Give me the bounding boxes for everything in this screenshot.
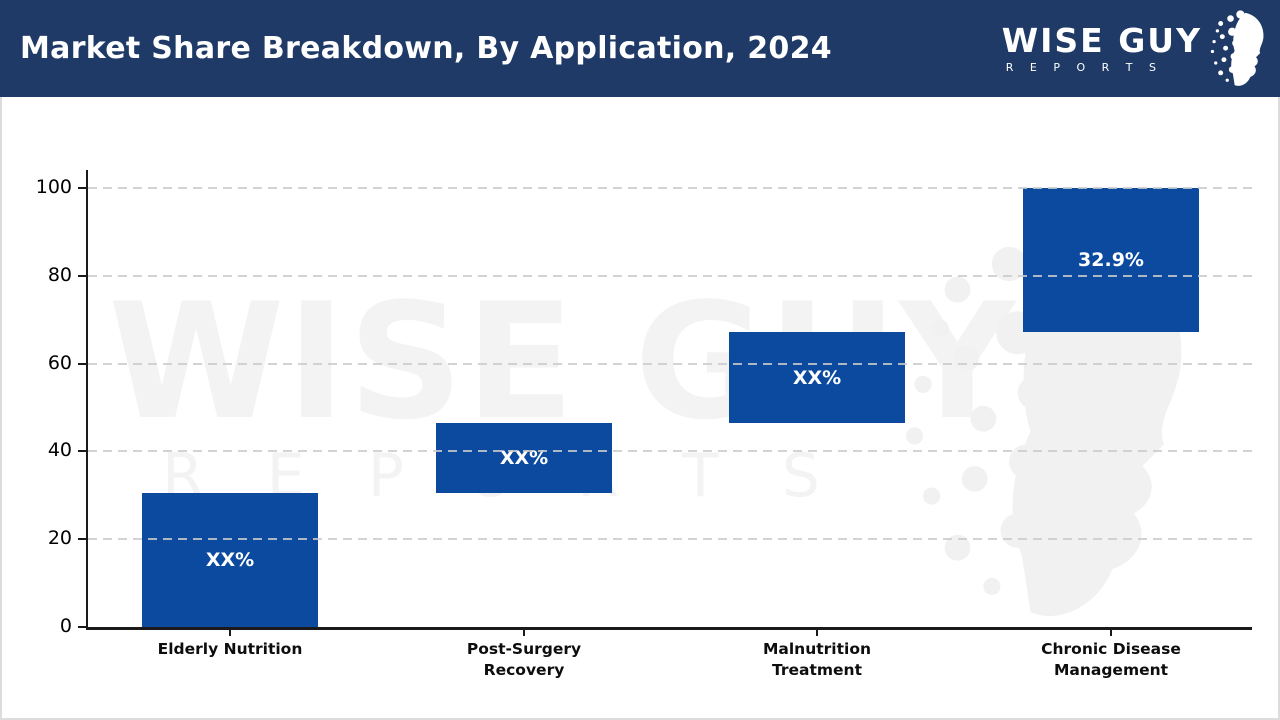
y-tick bbox=[78, 538, 87, 541]
y-tick-label: 40 bbox=[47, 439, 72, 462]
gridline bbox=[88, 538, 1252, 541]
x-category-label-line: Management bbox=[1053, 660, 1169, 679]
gridline bbox=[88, 274, 1252, 277]
x-category-label: Malnutrition Treatment bbox=[672, 639, 962, 680]
header-bar: Market Share Breakdown, By Application, … bbox=[0, 0, 1280, 97]
x-tick bbox=[816, 630, 818, 636]
x-tick bbox=[523, 630, 525, 636]
y-tick-label: 60 bbox=[47, 351, 72, 374]
logo-reports-text: R E P O R T S bbox=[1005, 60, 1163, 74]
x-axis-line bbox=[86, 627, 1252, 630]
x-category-label-line: Recovery bbox=[483, 660, 565, 679]
x-category-label-line: Chronic Disease bbox=[1041, 640, 1181, 658]
x-tick bbox=[1110, 630, 1112, 636]
bar-value-label: XX% bbox=[499, 447, 549, 470]
bar-value-label: 32.9% bbox=[1078, 249, 1144, 272]
y-tick bbox=[78, 187, 87, 189]
x-category-label: Post-Surgery Recovery bbox=[379, 639, 669, 680]
logo-face-icon bbox=[1210, 9, 1264, 86]
x-category-label: Elderly Nutrition bbox=[85, 639, 375, 660]
page-title: Market Share Breakdown, By Application, … bbox=[20, 31, 832, 66]
x-category-label: Chronic Disease Management bbox=[966, 639, 1256, 680]
x-category-label-line: Treatment bbox=[771, 660, 862, 679]
x-category-label-line: Malnutrition bbox=[762, 640, 872, 658]
gridline bbox=[88, 450, 1252, 453]
y-tick bbox=[78, 450, 87, 453]
y-tick-label: 100 bbox=[35, 176, 72, 198]
wiseguy-logo: WISE GUY R E P O R T S bbox=[1002, 6, 1270, 92]
logo-wiseguy-text: WISE GUY bbox=[1001, 20, 1202, 60]
gridline bbox=[88, 187, 1252, 189]
waterfall-bar: XX% bbox=[142, 493, 318, 627]
y-tick bbox=[78, 274, 87, 277]
x-category-label-line: Post-Surgery bbox=[466, 640, 582, 658]
waterfall-bar: XX% bbox=[729, 332, 905, 424]
bar-value-label: XX% bbox=[792, 366, 842, 389]
y-tick bbox=[78, 362, 87, 365]
bar-value-label: XX% bbox=[205, 549, 255, 572]
y-tick bbox=[78, 626, 87, 628]
y-tick-label: 80 bbox=[47, 263, 72, 286]
y-tick-label: 20 bbox=[47, 527, 72, 550]
logo-text: WISE GUY R E P O R T S bbox=[1002, 24, 1202, 74]
y-tick-label: 0 bbox=[59, 615, 72, 637]
waterfall-bar: XX% bbox=[436, 423, 612, 494]
waterfall-bar: 32.9% bbox=[1023, 188, 1199, 333]
x-category-label-line: Elderly Nutrition bbox=[157, 640, 303, 658]
y-axis-line bbox=[86, 170, 88, 630]
gridline bbox=[88, 362, 1252, 365]
x-tick bbox=[229, 630, 231, 636]
